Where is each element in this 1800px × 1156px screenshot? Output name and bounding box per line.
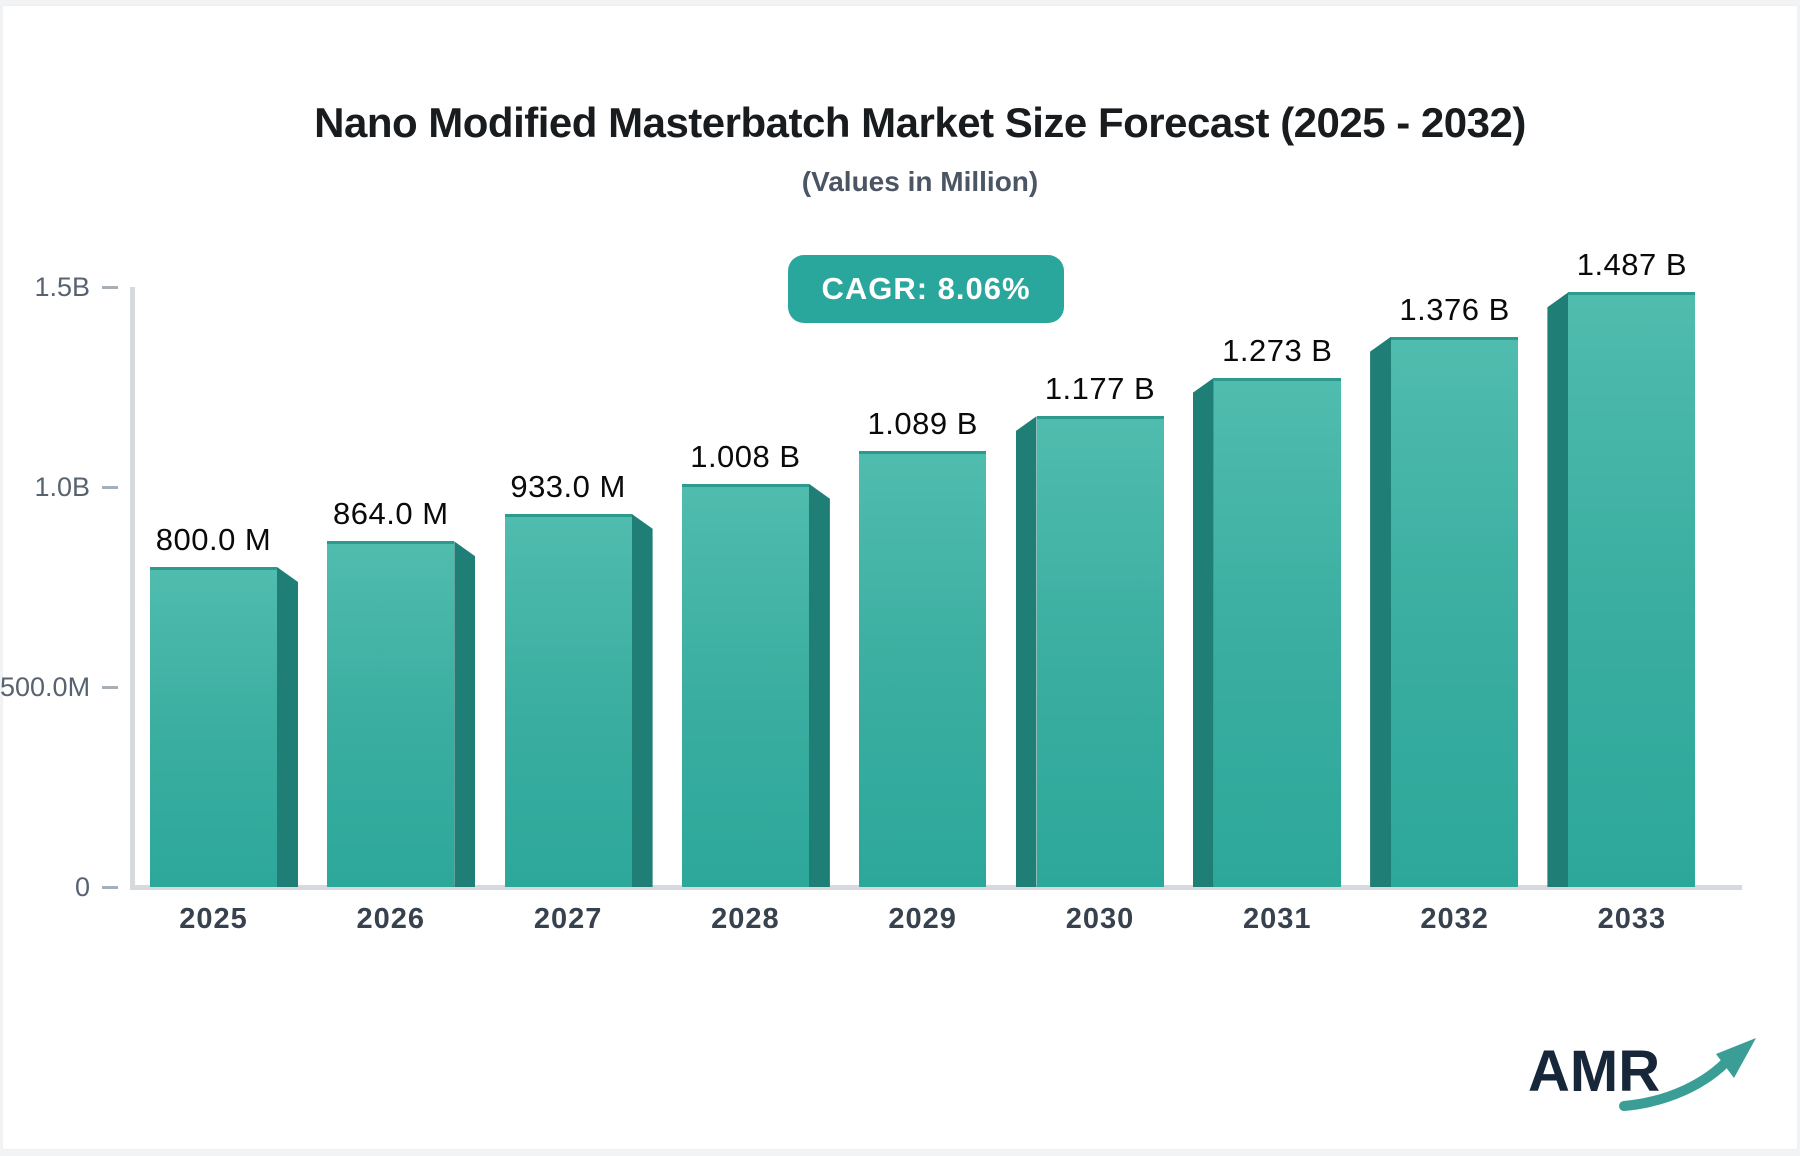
bar-side-panel: [1192, 377, 1214, 887]
x-axis-line: [130, 885, 1742, 890]
cagr-badge: CAGR: 8.06%: [788, 255, 1064, 323]
bar-2033: [1568, 292, 1696, 887]
bar-value-label: 933.0 M: [510, 468, 626, 504]
growth-arrow-icon: [1619, 1038, 1756, 1111]
chart-title: Nano Modified Masterbatch Market Size Fo…: [314, 99, 1526, 146]
y-axis-line: [130, 287, 135, 887]
amr-logo: AMR: [1528, 1038, 1768, 1128]
bar-side-panel: [1370, 336, 1392, 887]
bar-value-label: 1.273 B: [1222, 332, 1333, 368]
y-axis-tick-label: 1.5B: [34, 272, 90, 302]
bar-side-panel: [277, 567, 298, 887]
x-axis-label-2029: 2029: [888, 903, 957, 935]
bar-2028: [681, 483, 809, 887]
bar-2030: [1036, 416, 1164, 887]
y-axis-tick-label: 500.0M: [0, 672, 91, 702]
bar-side-panel: [1547, 292, 1569, 887]
bar-2026: [327, 541, 455, 887]
bar-value-label: 800.0 M: [155, 522, 272, 557]
x-axis-label-2032: 2032: [1420, 903, 1489, 935]
bar-2025: [150, 567, 277, 887]
bar-2032: [1391, 336, 1519, 887]
x-axis-label-2025: 2025: [179, 903, 248, 935]
bar-value-label: 1.008 B: [690, 438, 801, 474]
y-axis-tick: [102, 486, 118, 489]
x-axis-label-2028: 2028: [711, 903, 780, 935]
x-axis-label-2033: 2033: [1597, 903, 1667, 935]
x-axis-label-2026: 2026: [356, 903, 426, 935]
bar-value-label: 864.0 M: [333, 496, 449, 532]
bar-value-label: 1.487 B: [1576, 247, 1688, 283]
bar-side-panel: [631, 513, 653, 887]
y-axis-tick-label: 0: [74, 872, 90, 902]
cagr-badge-label: CAGR: 8.06%: [821, 271, 1031, 306]
y-axis-tick: [102, 286, 118, 289]
x-axis-label-2031: 2031: [1243, 903, 1312, 935]
bar-2027: [504, 513, 632, 887]
chart-subtitle: (Values in Million): [801, 166, 1039, 197]
x-axis-label-2027: 2027: [533, 903, 603, 935]
x-axis-label-2030: 2030: [1065, 903, 1135, 935]
y-axis-tick: [102, 686, 118, 689]
bar-side-panel: [454, 541, 476, 887]
bar-2029: [859, 451, 987, 887]
y-axis-tick: [102, 886, 118, 889]
bar-value-label: 1.089 B: [867, 406, 978, 442]
y-axis-tick-label: 1.0B: [34, 472, 90, 502]
bar-value-label: 1.177 B: [1044, 371, 1156, 407]
bar-2031: [1213, 377, 1341, 887]
amr-logo-text: AMR: [1528, 1039, 1661, 1104]
bar-side-panel: [1015, 416, 1037, 887]
bar-value-label: 1.376 B: [1399, 291, 1510, 327]
bar-side-panel: [808, 483, 830, 887]
